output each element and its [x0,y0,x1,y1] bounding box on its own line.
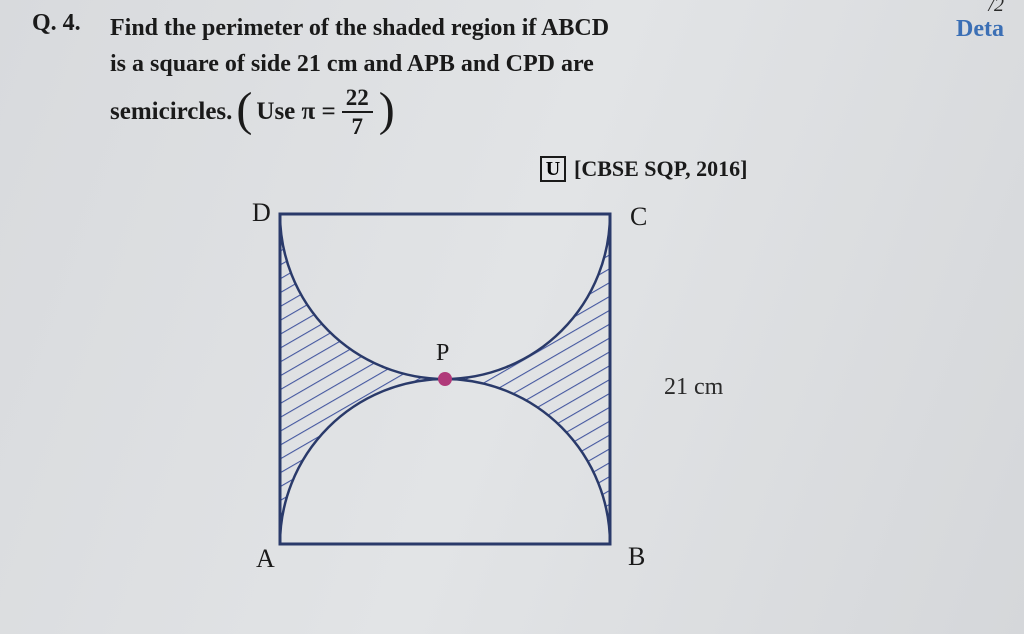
right-shaded-lune [445,214,610,544]
vertex-a-label: A [256,544,275,574]
point-p-dot [438,372,452,386]
semicircles-word: semicircles. [110,98,232,126]
details-link[interactable]: Deta [956,16,1004,43]
left-shaded-lune [280,214,445,544]
pi-denominator: 7 [347,113,367,138]
vertex-c-label: C [630,202,647,232]
citation-badge: U [540,156,566,182]
point-p-label: P [436,340,449,367]
paren-close: ) [379,86,395,134]
vertex-d-label: D [252,198,271,228]
question-block: Q. 4. Find the perimeter of the shaded r… [0,10,1024,604]
side-length-label: 21 cm [664,374,723,401]
question-line-1: Q. 4. Find the perimeter of the shaded r… [110,10,1004,46]
citation-row: U [CBSE SQP, 2016] [110,156,1004,182]
question-text-1: Find the perimeter of the shaded region … [110,10,609,46]
page: /2 Q. 4. Find the perimeter of the shade… [0,0,1024,634]
use-pi-label: Use π = [256,98,335,126]
question-text-2: is a square of side 21 cm and APB and CP… [110,46,1004,82]
figure-area: D C A B P 21 cm [210,194,770,604]
question-text-3: semicircles. ( Use π = 22 7 ) [110,86,1004,138]
question-number: Q. 4. [32,10,81,37]
pi-fraction: 22 7 [342,86,373,138]
vertex-b-label: B [628,542,645,572]
citation-text: [CBSE SQP, 2016] [574,156,747,182]
pi-numerator: 22 [342,86,373,113]
paren-open: ( [236,86,252,134]
